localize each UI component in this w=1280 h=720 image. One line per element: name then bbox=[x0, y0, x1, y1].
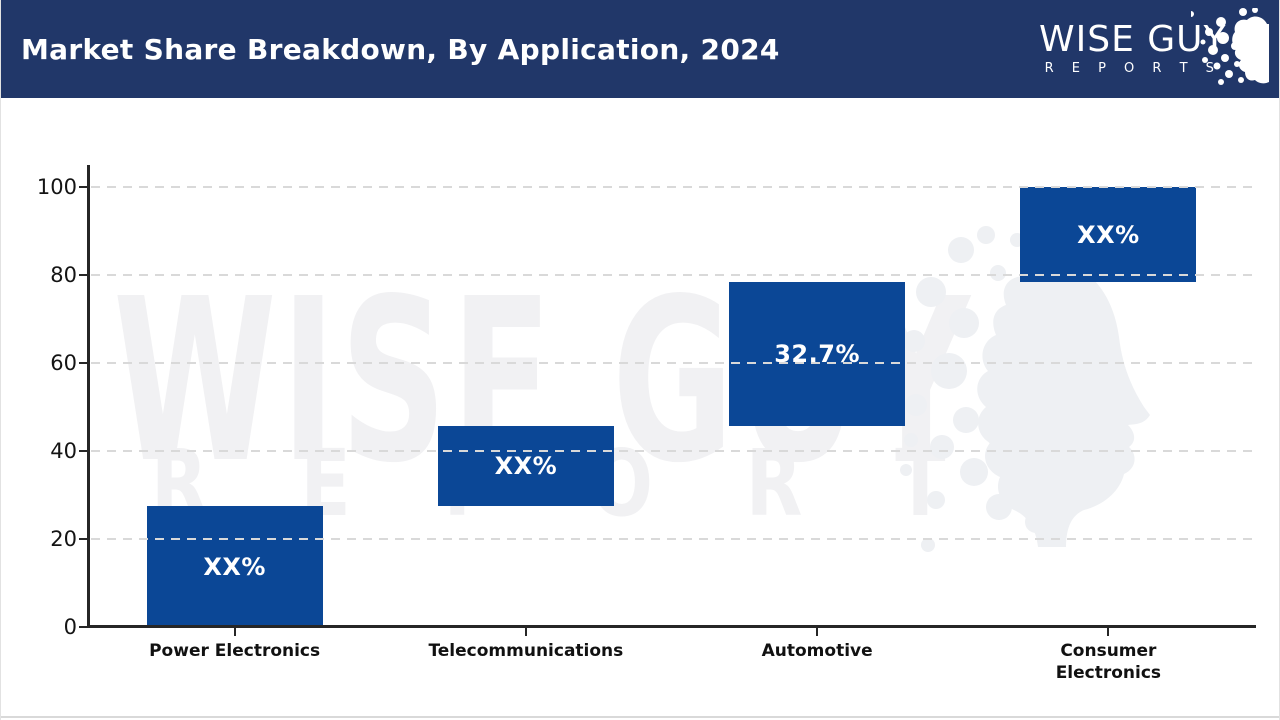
bar-value-label: XX% bbox=[203, 552, 266, 581]
y-axis-tick-label: 80 bbox=[50, 263, 77, 287]
x-axis-category-label: Consumer Electronics bbox=[1055, 641, 1162, 683]
brand-logo-text: WISE GUY R E P O R T S bbox=[1039, 19, 1227, 77]
y-axis-line bbox=[87, 165, 90, 627]
y-axis-tick bbox=[79, 186, 88, 188]
y-axis-tick-label: 0 bbox=[63, 615, 77, 639]
y-axis-tick bbox=[79, 274, 88, 276]
brand-logo-wordmark: WISE GUY bbox=[1039, 19, 1227, 60]
bar-automotive: 32.7% bbox=[729, 282, 906, 426]
bar-power-electronics: XX% bbox=[146, 506, 323, 627]
y-axis-tick-label: 60 bbox=[50, 351, 77, 375]
figure-bottom-border bbox=[1, 716, 1279, 718]
gridline-y-80 bbox=[91, 274, 1254, 276]
x-axis-category-label: Telecommunications bbox=[428, 641, 624, 661]
brand-logo-face-icon bbox=[1191, 8, 1269, 85]
gridline-y-60 bbox=[91, 362, 1254, 364]
x-axis-tick bbox=[1107, 628, 1110, 636]
y-axis-tick-label: 20 bbox=[50, 527, 77, 551]
y-axis-tick bbox=[79, 626, 88, 628]
header-bar: Market Share Breakdown, By Application, … bbox=[1, 0, 1279, 98]
x-axis-line bbox=[87, 625, 1256, 628]
brand-logo: WISE GUY R E P O R T S bbox=[1003, 6, 1269, 92]
x-axis-category-label: Power Electronics bbox=[149, 641, 321, 661]
x-axis-tick bbox=[816, 628, 819, 636]
y-axis-tick-label: 100 bbox=[36, 175, 77, 199]
bar-value-label: XX% bbox=[1077, 220, 1140, 249]
brand-logo-subtitle: R E P O R T S bbox=[1044, 61, 1221, 76]
y-axis-tick bbox=[79, 362, 88, 364]
bar-value-label: XX% bbox=[494, 451, 558, 480]
x-axis-tick bbox=[524, 628, 527, 636]
gridline-y-100 bbox=[91, 186, 1254, 188]
gridline-y-20 bbox=[91, 538, 1254, 540]
y-axis-tick bbox=[79, 450, 88, 452]
x-axis-category-label: Automotive bbox=[761, 641, 873, 661]
chart-title: Market Share Breakdown, By Application, … bbox=[21, 32, 780, 66]
watermark-face-dots-icon bbox=[900, 217, 1150, 552]
bar-telecommunications: XX% bbox=[437, 425, 614, 506]
y-axis-tick-label: 40 bbox=[50, 439, 77, 463]
y-axis-tick bbox=[79, 538, 88, 540]
x-axis-tick bbox=[233, 628, 236, 636]
gridline-y-40 bbox=[91, 450, 1254, 452]
bar-consumer-electronics: XX% bbox=[1020, 187, 1197, 283]
